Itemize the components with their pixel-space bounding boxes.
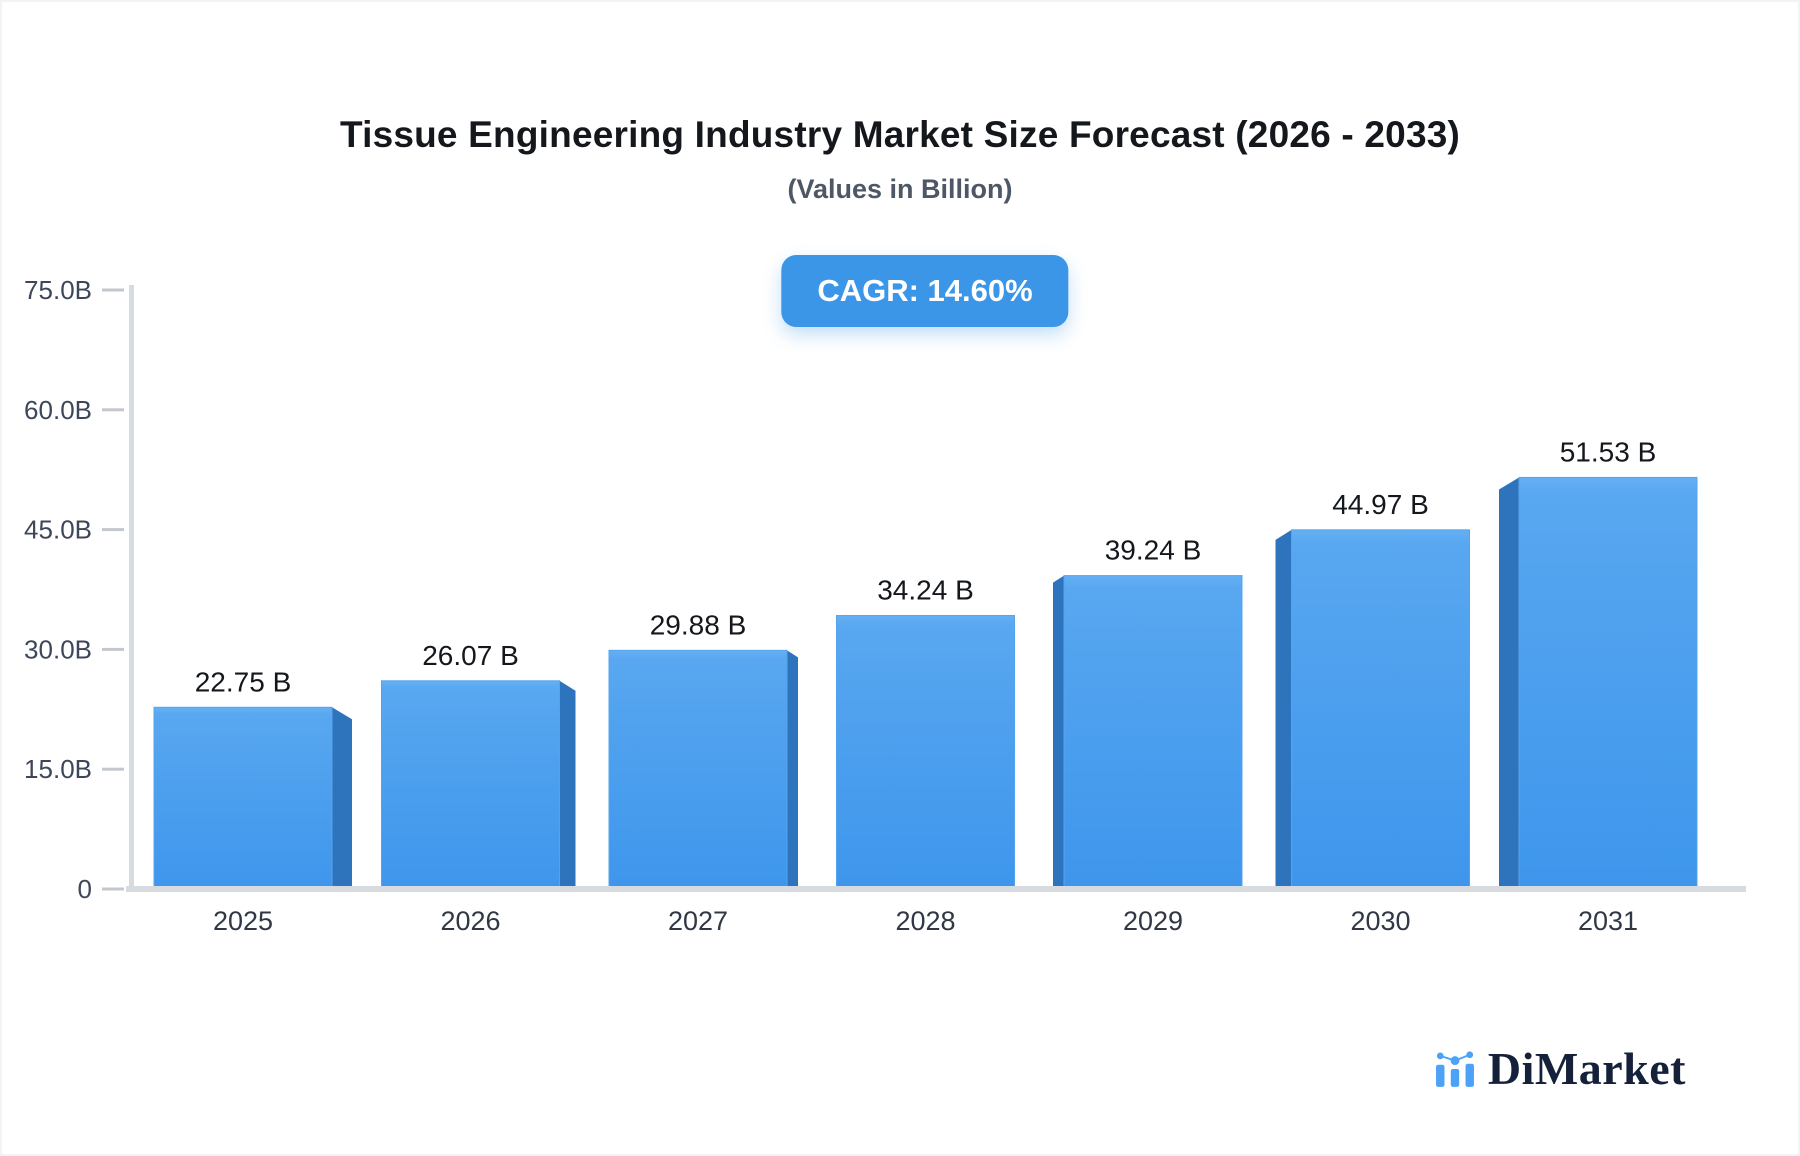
y-axis-tick [102, 647, 124, 651]
bar-2027 [608, 649, 788, 890]
y-axis-tick-label: 30.0B [24, 634, 92, 664]
brand-logo-icon [1435, 1050, 1474, 1087]
chart-title: Tissue Engineering Industry Market Size … [339, 114, 1461, 155]
y-axis-tick [102, 288, 124, 292]
y-axis-tick [102, 408, 124, 412]
y-axis-tick-label: 45.0B [24, 515, 92, 545]
bar-side-2027 [787, 650, 798, 889]
bar-side-2025 [332, 707, 352, 889]
brand-logo: DiMarket [1435, 1042, 1686, 1095]
bar-side-2030 [1275, 529, 1292, 889]
y-axis-line [129, 285, 134, 892]
x-axis-label: 2030 [1350, 906, 1410, 936]
bar-2031 [1518, 476, 1698, 890]
bar-value-label: 51.53 B [1560, 436, 1657, 467]
y-axis-tick [102, 528, 124, 532]
bar-side-2026 [559, 680, 576, 889]
y-axis-tick [102, 767, 124, 771]
y-axis-tick-label: 60.0B [24, 395, 92, 425]
x-axis-label: 2028 [895, 906, 955, 936]
bar-value-label: 39.24 B [1105, 535, 1202, 566]
bar-value-label: 44.97 B [1332, 489, 1429, 520]
bar-2028 [836, 615, 1015, 890]
bar-value-label: 26.07 B [422, 640, 519, 671]
brand-logo-text: DiMarket [1487, 1043, 1686, 1094]
bar-2025 [153, 706, 333, 890]
x-axis-label: 2025 [213, 906, 273, 936]
bar-value-label: 34.24 B [877, 575, 974, 606]
y-axis-tick-label: 15.0B [24, 754, 92, 784]
x-axis-label: 2029 [1123, 906, 1183, 936]
x-axis-label: 2026 [440, 906, 500, 936]
y-axis-tick [102, 887, 124, 891]
x-axis-line [126, 886, 1746, 892]
bar-side-2029 [1053, 575, 1064, 889]
x-axis-label: 2031 [1578, 906, 1638, 936]
y-axis-tick-label: 75.0B [24, 275, 92, 305]
cagr-badge: CAGR: 14.60% [781, 255, 1069, 327]
chart-subtitle: (Values in Billion) [787, 174, 1013, 204]
x-axis-label: 2027 [668, 906, 728, 936]
bar-value-label: 29.88 B [650, 609, 747, 640]
bar-value-label: 22.75 B [195, 666, 292, 697]
bar-2026 [381, 680, 560, 890]
bar-2029 [1063, 575, 1243, 890]
bar-2030 [1291, 529, 1470, 890]
y-axis-tick-label: 0 [78, 874, 92, 904]
bar-side-2031 [1499, 477, 1519, 889]
